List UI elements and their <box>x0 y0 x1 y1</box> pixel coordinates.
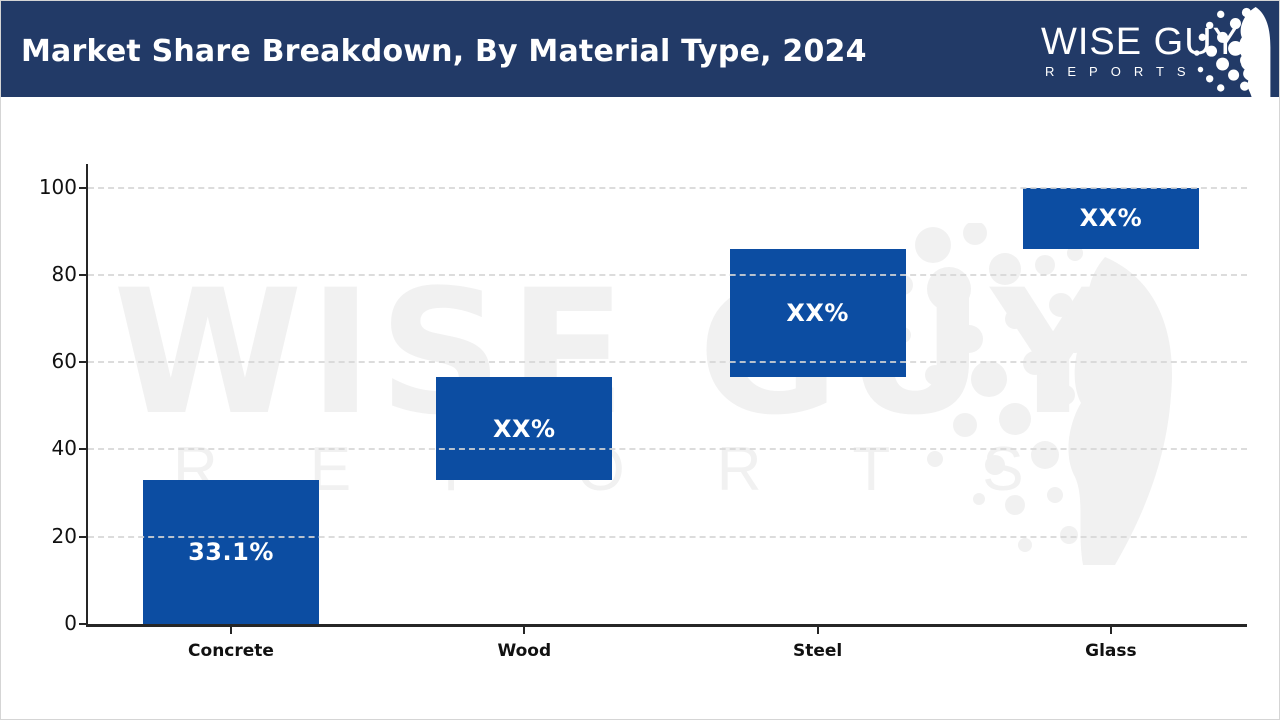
bar-wood: XX% <box>436 377 613 480</box>
logo-head-icon <box>1194 7 1271 99</box>
bar-steel: XX% <box>729 248 906 378</box>
wise-guy-reports-logo: WISE GUY REPORTS <box>1011 5 1271 99</box>
y-tick-label: 100 <box>38 174 77 199</box>
gridline <box>88 535 1247 538</box>
x-tick-mark <box>230 627 232 634</box>
bar-value-label: XX% <box>1079 204 1143 233</box>
y-tick-mark <box>79 448 87 451</box>
gridline <box>88 186 1247 189</box>
x-tick-label-steel: Steel <box>792 641 843 661</box>
y-axis <box>86 164 88 627</box>
y-tick-mark <box>79 623 87 625</box>
bar-glass: XX% <box>1022 187 1199 249</box>
gridline <box>88 448 1247 451</box>
y-tick-mark <box>79 361 87 364</box>
bar-value-label: XX% <box>493 414 556 443</box>
gridline <box>88 273 1247 276</box>
x-tick-label-concrete: Concrete <box>188 641 274 661</box>
x-tick-mark <box>1109 627 1112 634</box>
y-tick-mark <box>79 535 87 538</box>
y-tick-label: 60 <box>51 349 77 374</box>
watermark-head-icon <box>893 223 1173 565</box>
bar-value-label: XX% <box>786 299 849 328</box>
y-tick-label: 80 <box>51 261 77 286</box>
x-tick-mark <box>816 627 819 634</box>
x-axis <box>86 624 1247 627</box>
x-tick-label-wood: Wood <box>497 641 552 661</box>
header: Market Share Breakdown, By Material Type… <box>1 1 1279 99</box>
y-tick-label: 0 <box>64 611 77 635</box>
x-tick-label-glass: Glass <box>1085 641 1137 661</box>
y-tick-mark <box>79 273 87 276</box>
page-title: Market Share Breakdown, By Material Type… <box>21 34 867 69</box>
y-tick-mark <box>79 186 87 189</box>
bar-value-label: 33.1% <box>188 537 274 566</box>
gridline <box>88 361 1247 364</box>
y-tick-label: 20 <box>51 523 77 548</box>
x-tick-mark <box>523 627 526 634</box>
logo-subtext: REPORTS <box>1045 64 1199 79</box>
bar-concrete: 33.1% <box>143 479 319 624</box>
y-tick-label: 40 <box>51 436 77 461</box>
logo-wordmark: WISE GUY <box>1041 21 1240 63</box>
